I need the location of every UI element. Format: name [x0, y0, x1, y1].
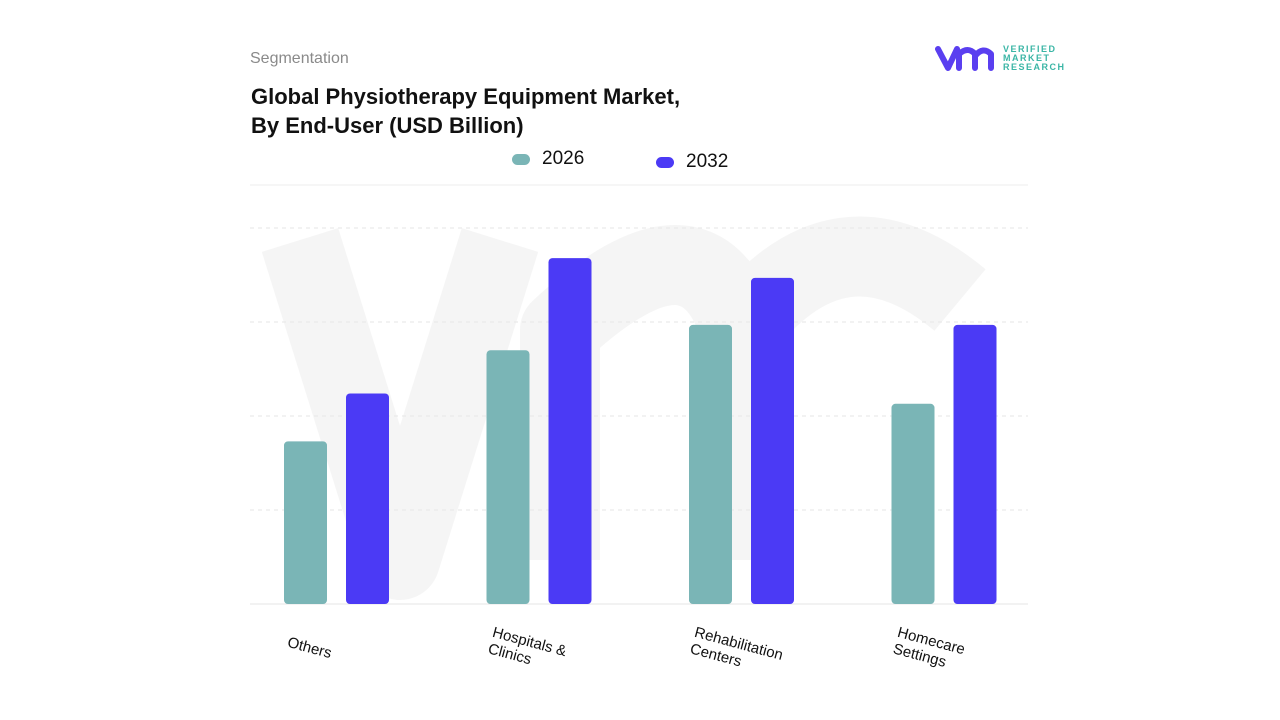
- logo-text-1: VERIFIED: [1003, 43, 1057, 54]
- title-line-1: Global Physiotherapy Equipment Market,: [251, 84, 681, 109]
- logo-text-2: MARKET: [1003, 52, 1051, 63]
- legend-swatch-2032: [656, 156, 674, 168]
- legend-label-2032: 2032: [686, 151, 729, 172]
- vmr-logo-icon: [935, 46, 994, 71]
- logo-text-3: RESEARCH: [1003, 61, 1066, 72]
- bar-2026-others: [284, 441, 327, 604]
- watermark-logo: [261, 216, 986, 600]
- bar-2032-others: [346, 393, 389, 604]
- legend-label-2026: 2026: [542, 148, 585, 169]
- legend-item-2026: 2026: [512, 148, 584, 170]
- bar-2026-hospitals-clinics: [486, 350, 530, 604]
- bar-2032-rehabilitation-centers: [751, 277, 794, 604]
- legend-item-2032: 2032: [656, 151, 728, 173]
- legend-swatch-2026: [512, 153, 530, 165]
- vmr-logo: VERIFIED MARKET RESEARCH: [935, 44, 1066, 72]
- bar-2032-hospitals-clinics: [548, 258, 592, 604]
- title-line-2: By End-User (USD Billion): [251, 113, 524, 138]
- chart-title: Global Physiotherapy Equipment Market, By…: [251, 82, 771, 140]
- bar-2032-homecare-settings: [953, 324, 997, 604]
- bar-2026-homecare-settings: [891, 403, 935, 604]
- section-label: Segmentation: [250, 50, 349, 67]
- bar-2026-rehabilitation-centers: [689, 324, 732, 604]
